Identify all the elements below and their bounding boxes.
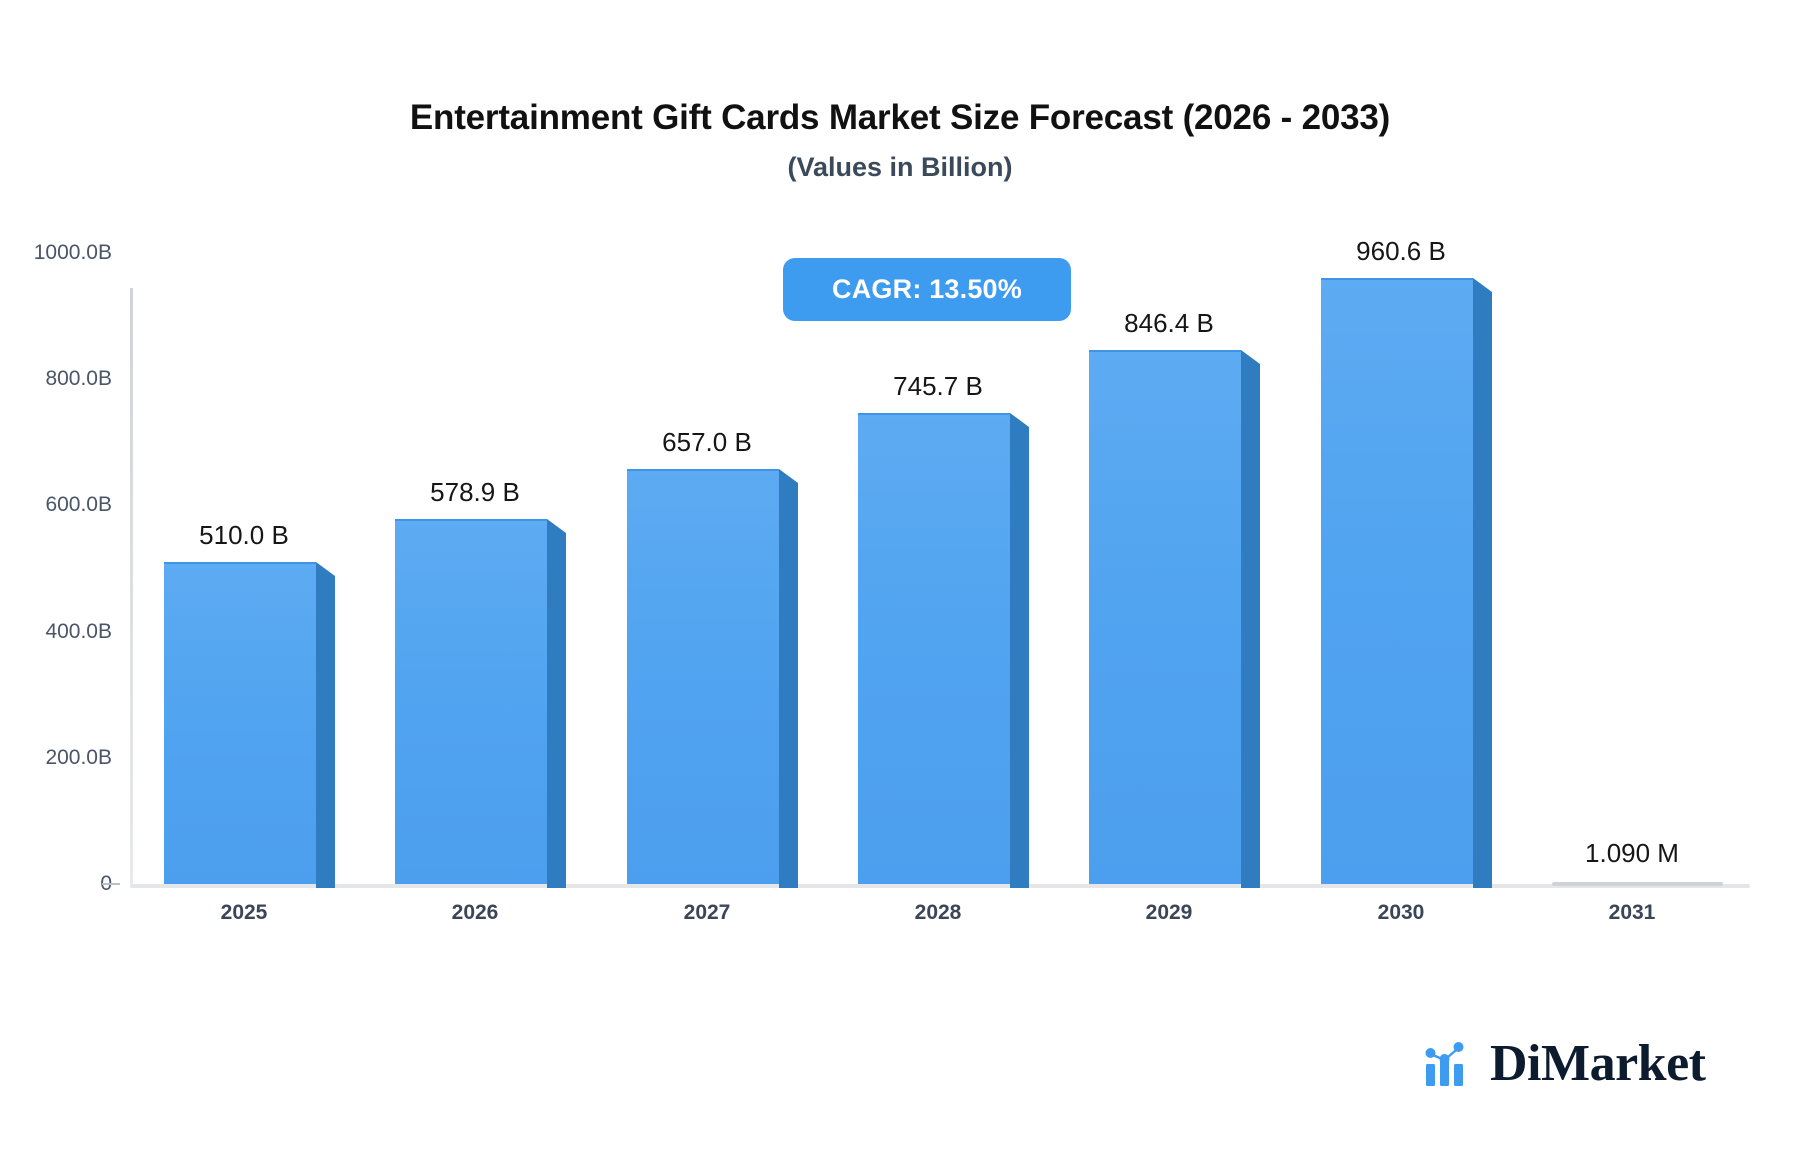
- bar-value-label: 846.4 B: [1124, 307, 1214, 338]
- bar-side-bevel: [779, 469, 798, 484]
- bar-2027[interactable]: [627, 469, 779, 884]
- bar-side-face: [547, 532, 566, 888]
- cagr-badge: CAGR: 13.50%: [783, 258, 1071, 321]
- x-axis-baseline: [130, 884, 1750, 888]
- bar-value-label: 745.7 B: [893, 371, 983, 402]
- bar-2030[interactable]: [1321, 277, 1473, 884]
- bar-value-label: 510.0 B: [199, 520, 289, 551]
- y-axis-line: [130, 288, 133, 884]
- bar-2026[interactable]: [395, 518, 547, 884]
- y-axis-tick-label: 200.0B: [45, 745, 112, 769]
- bar-value-label: 960.6 B: [1356, 235, 1446, 266]
- bar-2028[interactable]: [858, 413, 1010, 884]
- bar-side-face: [779, 483, 798, 888]
- y-axis-tick-mark: [102, 883, 120, 885]
- brand-name: DiMarket: [1490, 1035, 1706, 1092]
- chart-title-block: Entertainment Gift Cards Market Size For…: [0, 98, 1800, 183]
- y-axis-tick-label: 800.0B: [45, 367, 112, 391]
- x-axis-tick-2027: 2027: [683, 901, 731, 924]
- x-axis-tick-2029: 2029: [1145, 901, 1193, 924]
- chart-subtitle: (Values in Billion): [787, 152, 1013, 183]
- bar-2025[interactable]: [164, 562, 316, 884]
- bar-2029[interactable]: [1089, 349, 1241, 884]
- bar-side-bevel: [1241, 349, 1260, 364]
- bar-side-bevel: [1010, 413, 1029, 428]
- bar-value-label: 657.0 B: [662, 427, 752, 458]
- x-axis-tick-2025: 2025: [220, 901, 268, 924]
- y-axis-tick-label: 400.0B: [45, 619, 112, 643]
- bar-value-label: 578.9 B: [430, 476, 520, 507]
- bar-2031[interactable]: [1552, 882, 1723, 886]
- bar-side-face: [1473, 291, 1492, 888]
- y-axis-tick-label: 600.0B: [45, 493, 112, 517]
- bar-side-face: [1010, 427, 1029, 888]
- bar-side-face: [1241, 363, 1260, 888]
- brand-logo: DiMarket: [1424, 1035, 1706, 1092]
- bar-side-face: [316, 576, 335, 888]
- bar-chart-line-icon: [1424, 1040, 1476, 1088]
- x-axis-tick-2031: 2031: [1608, 901, 1656, 924]
- bar-side-bevel: [547, 518, 566, 533]
- page-title: Entertainment Gift Cards Market Size For…: [409, 98, 1391, 137]
- x-axis-tick-2026: 2026: [451, 901, 499, 924]
- x-axis-tick-2030: 2030: [1377, 901, 1425, 924]
- bar-side-bevel: [316, 562, 335, 577]
- x-axis-tick-2028: 2028: [914, 901, 962, 924]
- bar-value-label: 1.090 M: [1585, 838, 1679, 868]
- y-axis-tick-label: 1000.0B: [33, 241, 112, 264]
- bar-side-bevel: [1473, 277, 1492, 292]
